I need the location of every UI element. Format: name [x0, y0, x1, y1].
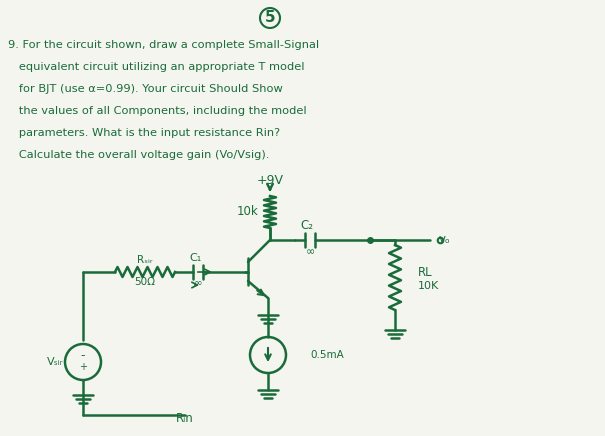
Text: 50Ω: 50Ω	[134, 277, 155, 287]
Text: 0.5mA: 0.5mA	[310, 350, 344, 360]
Text: 9. For the circuit shown, draw a complete Small-Signal: 9. For the circuit shown, draw a complet…	[8, 40, 319, 50]
Text: Calculate the overall voltage gain (Vo/Vsig).: Calculate the overall voltage gain (Vo/V…	[8, 150, 269, 160]
Text: ∞: ∞	[306, 247, 315, 257]
Text: -: -	[80, 349, 85, 362]
Text: +: +	[79, 362, 87, 372]
Text: for BJT (use α=0.99). Your circuit Should Show: for BJT (use α=0.99). Your circuit Shoul…	[8, 84, 283, 94]
Text: 5: 5	[265, 10, 275, 25]
Text: 10K: 10K	[418, 281, 439, 291]
Text: +9V: +9V	[257, 174, 284, 187]
Text: RL: RL	[418, 266, 433, 279]
Text: Rᵢn: Rᵢn	[176, 412, 194, 425]
Text: equivalent circuit utilizing an appropriate T model: equivalent circuit utilizing an appropri…	[8, 62, 304, 72]
Text: 10k: 10k	[237, 205, 259, 218]
Text: Rₛᵢᵣ: Rₛᵢᵣ	[137, 255, 153, 265]
Text: parameters. What is the input resistance Rin?: parameters. What is the input resistance…	[8, 128, 280, 138]
Text: the values of all Components, including the model: the values of all Components, including …	[8, 106, 307, 116]
Text: C₂: C₂	[301, 219, 313, 232]
Text: C₁: C₁	[189, 253, 201, 263]
Text: Vₛᵢᵣ: Vₛᵢᵣ	[47, 357, 64, 367]
Text: ∞: ∞	[194, 278, 202, 288]
Text: vₒ: vₒ	[439, 234, 451, 246]
